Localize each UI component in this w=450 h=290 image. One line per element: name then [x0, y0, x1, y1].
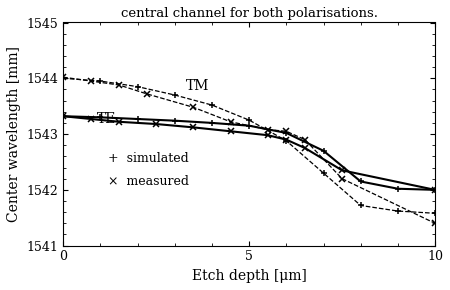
Title: central channel for both polarisations.: central channel for both polarisations.: [121, 7, 378, 20]
Text: TM: TM: [186, 79, 209, 93]
X-axis label: Etch depth [μm]: Etch depth [μm]: [192, 269, 306, 283]
Text: TE: TE: [97, 112, 116, 126]
Y-axis label: Center wavelength [mm]: Center wavelength [mm]: [7, 46, 21, 222]
Text: +  simulated
×  measured: + simulated × measured: [108, 152, 189, 188]
